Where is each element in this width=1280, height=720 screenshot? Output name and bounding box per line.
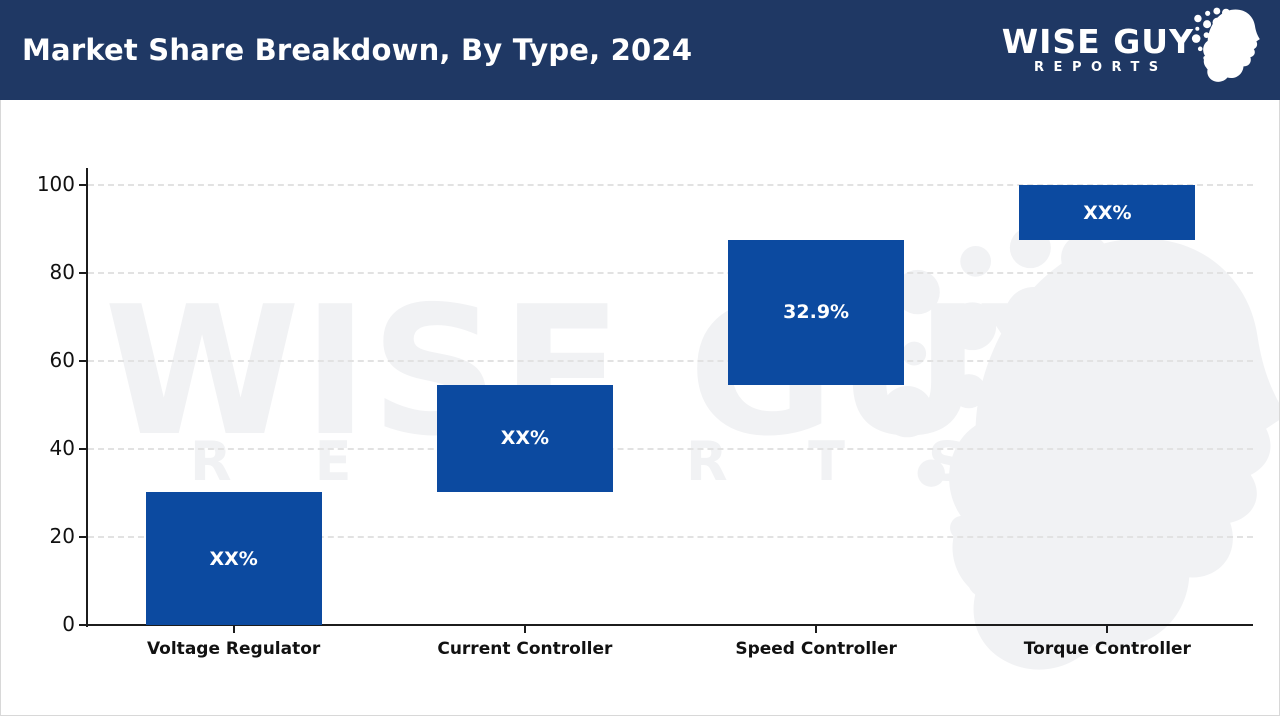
gridline: [88, 184, 1253, 186]
y-tick-label: 20: [49, 524, 75, 548]
logo-text: WISE GUY REPORTS: [1001, 21, 1194, 76]
wise-guy-logo: WISE GUY REPORTS: [1002, 6, 1272, 94]
gridline: [88, 448, 1253, 450]
bar: XX%: [145, 492, 322, 625]
page-title: Market Share Breakdown, By Type, 2024: [22, 33, 693, 67]
category-label: Speed Controller: [735, 639, 897, 659]
y-tick-mark: [79, 184, 88, 186]
gridline: [88, 272, 1253, 274]
category-label: Current Controller: [437, 639, 613, 659]
y-tick-mark: [79, 360, 88, 362]
x-axis-spine: [86, 624, 1253, 626]
logo-subtitle: REPORTS: [1034, 60, 1168, 76]
y-tick-mark: [79, 448, 88, 450]
bar: 32.9%: [728, 240, 905, 385]
header-bar: Market Share Breakdown, By Type, 2024 WI…: [0, 0, 1280, 100]
gridline: [88, 360, 1253, 362]
bar-value-label: XX%: [209, 547, 258, 570]
watermark-head-icon: [881, 227, 1280, 670]
bar-value-label: XX%: [1083, 201, 1132, 224]
y-axis-spine: [86, 168, 88, 627]
logo-wordmark: WISE GUY: [1001, 21, 1194, 61]
y-tick-mark: [79, 536, 88, 538]
y-tick-label: 80: [49, 260, 75, 284]
bar-value-label: XX%: [500, 427, 550, 450]
bar: XX%: [1019, 185, 1196, 240]
y-tick-label: 60: [49, 348, 75, 372]
bar: XX%: [436, 384, 613, 493]
category-label: Torque Controller: [1023, 639, 1191, 659]
y-tick-label: 40: [49, 436, 75, 460]
x-tick-mark: [1106, 626, 1109, 633]
x-tick-mark: [232, 626, 235, 633]
category-label: Voltage Regulator: [146, 639, 321, 659]
y-tick-label: 100: [36, 172, 75, 196]
x-tick-mark: [523, 626, 526, 633]
chart-area: WISE GUY REPORTS 0 20 40 60 80 100 XX% Voltage …: [0, 100, 1280, 720]
logo-head-icon: [1191, 7, 1260, 82]
x-tick-mark: [815, 626, 818, 633]
y-tick-mark: [79, 272, 88, 274]
bar-value-label: 32.9%: [783, 301, 850, 324]
y-tick-mark: [79, 624, 88, 626]
plot: 0 20 40 60 80 100 XX% Voltage Regulator XX% Curre…: [0, 100, 1280, 720]
gridline: [88, 536, 1253, 538]
y-tick-label: 0: [62, 612, 75, 636]
